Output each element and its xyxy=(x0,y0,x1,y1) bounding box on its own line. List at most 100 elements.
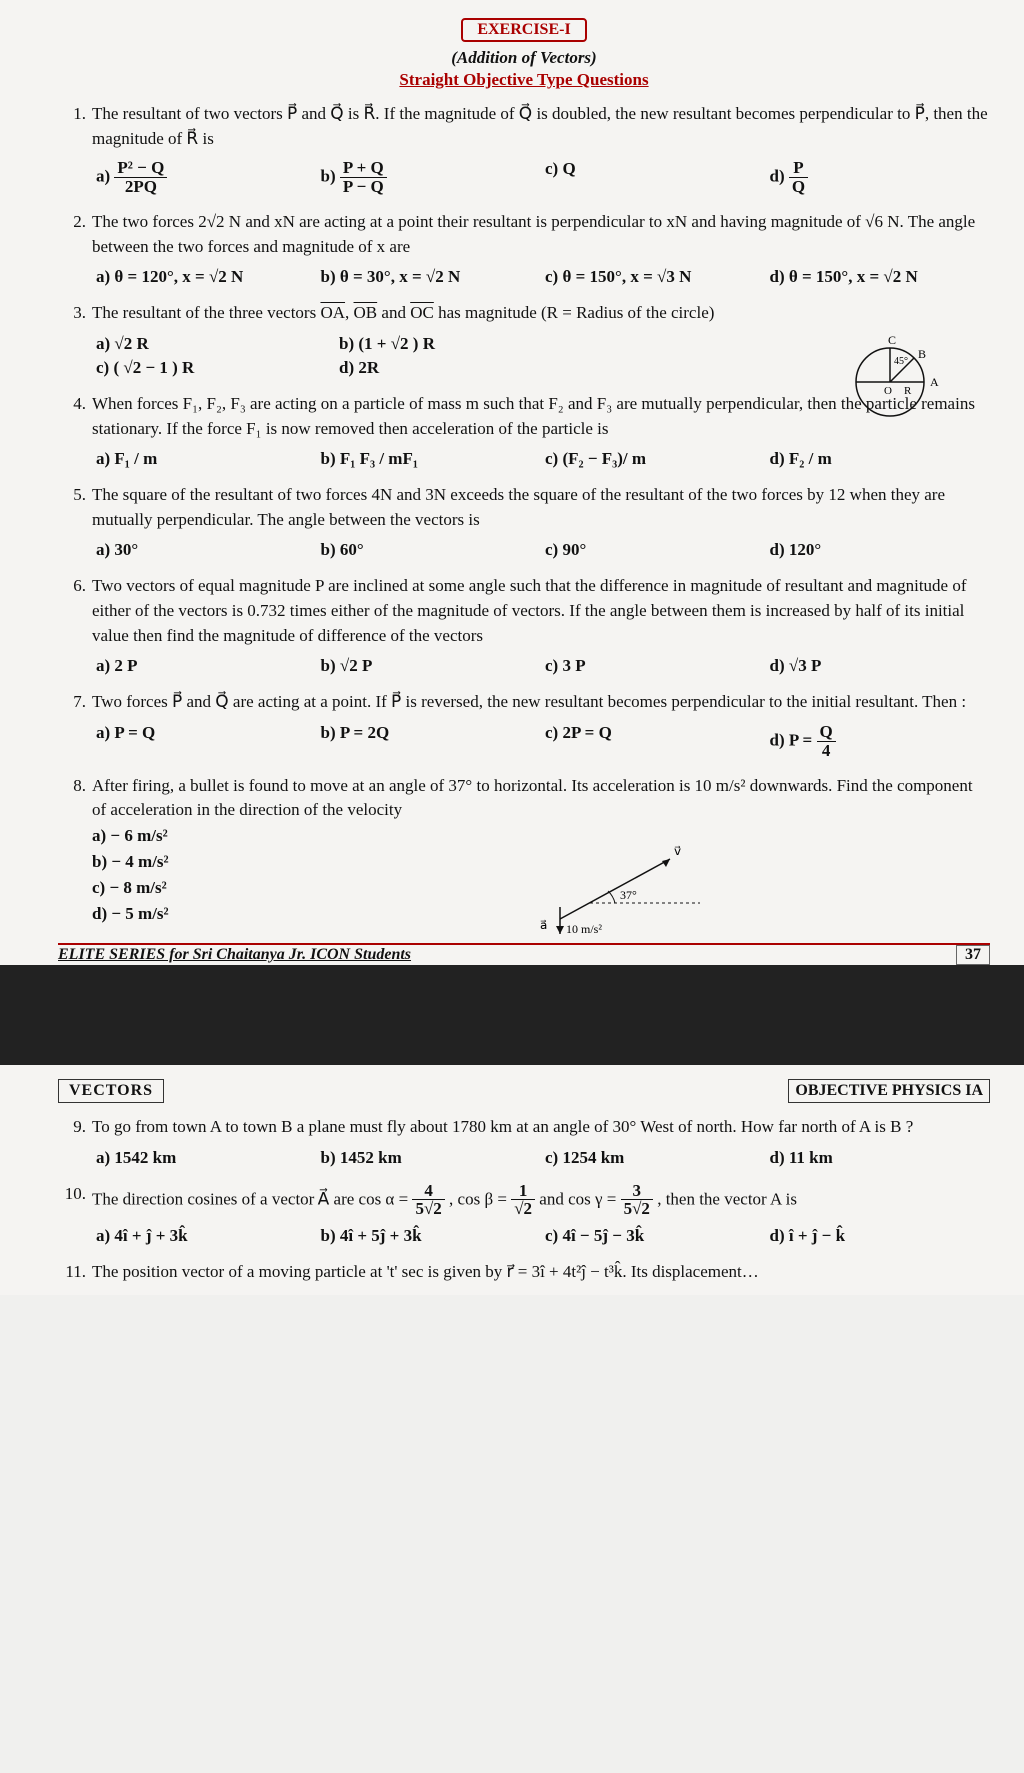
q8-options: a) − 6 m/s² b) − 4 m/s² c) − 8 m/s² d) −… xyxy=(58,823,358,927)
q10-opt-a: a) 4î + ĵ + 3k̂ xyxy=(92,1224,317,1248)
q3-body: a) √2 R b) (1 + √2 ) R c) ( √2 − 1 ) R d… xyxy=(58,332,990,380)
q6-opt-b: b) √2 P xyxy=(317,654,542,678)
q3-opt-b: b) (1 + √2 ) R xyxy=(335,332,578,356)
q8-diagram: 37° a⃗ 10 m/s² v⃗ xyxy=(530,829,790,939)
q2-opt-c: c) θ = 150°, x = √3 N xyxy=(541,265,766,289)
q10-f1d: 5√2 xyxy=(412,1200,444,1218)
question-10: 10. The direction cosines of a vector A⃗… xyxy=(58,1182,990,1219)
page2-header: VECTORS OBJECTIVE PHYSICS IA xyxy=(58,1079,990,1103)
q8-body: a) − 6 m/s² b) − 4 m/s² c) − 8 m/s² d) −… xyxy=(58,823,990,927)
question-5: 5. The square of the resultant of two fo… xyxy=(58,483,990,532)
exam-page: EXERCISE-I (Addition of Vectors) Straigh… xyxy=(0,0,1024,1295)
q8-opt-b: b) − 4 m/s² xyxy=(58,849,358,875)
q10-opt-b: b) 4î + 5ĵ + 3k̂ xyxy=(317,1224,542,1248)
q10-text-post: , then the vector A is xyxy=(657,1189,797,1208)
q6-options: a) 2 P b) √2 P c) 3 P d) √3 P xyxy=(58,654,990,678)
q7-d-den: 4 xyxy=(817,742,836,760)
q3-label-a: A xyxy=(930,375,939,389)
question-6: 6. Two vectors of equal magnitude P are … xyxy=(58,574,990,648)
q3-label-angle: 45° xyxy=(894,356,908,367)
q4-number: 4. xyxy=(58,392,86,417)
subtitle-red: Straight Objective Type Questions xyxy=(58,70,990,90)
q8-number: 8. xyxy=(58,774,86,799)
q3-ob: OB xyxy=(354,303,378,322)
q3-opt-c: c) ( √2 − 1 ) R xyxy=(92,356,335,380)
q1-opt-c: c) Q xyxy=(541,157,766,198)
footer-left: ELITE SERIES for Sri Chaitanya Jr. ICON … xyxy=(58,946,411,964)
header-block: EXERCISE-I (Addition of Vectors) Straigh… xyxy=(58,18,990,90)
vectors-box: VECTORS xyxy=(58,1079,164,1103)
question-2: 2. The two forces 2√2 N and xN are actin… xyxy=(58,210,990,259)
q5-opt-c: c) 90° xyxy=(541,538,766,562)
q4-text: When forces F₁, F₂, F₃ are acting on a p… xyxy=(92,394,975,438)
q3-options: a) √2 R b) (1 + √2 ) R c) ( √2 − 1 ) R d… xyxy=(58,332,578,380)
q6-number: 6. xyxy=(58,574,86,599)
q3-oa: OA xyxy=(320,303,345,322)
q1-number: 1. xyxy=(58,102,86,127)
q10-mid2: and cos γ = xyxy=(539,1189,620,1208)
question-8: 8. After firing, a bullet is found to mo… xyxy=(58,774,990,823)
q5-opt-a: a) 30° xyxy=(92,538,317,562)
q3-label-b: B xyxy=(918,347,926,361)
q5-text: The square of the resultant of two force… xyxy=(92,485,945,529)
q1-opt-d-pre: d) xyxy=(770,167,789,186)
q3-number: 3. xyxy=(58,301,86,326)
q8-a-val: 10 m/s² xyxy=(566,922,602,936)
q2-options: a) θ = 120°, x = √2 N b) θ = 30°, x = √2… xyxy=(58,265,990,289)
q2-number: 2. xyxy=(58,210,86,235)
q10-f3n: 3 xyxy=(621,1182,653,1201)
q2-text: The two forces 2√2 N and xN are acting a… xyxy=(92,212,975,256)
q10-f2n: 1 xyxy=(511,1182,535,1201)
q1-text: The resultant of two vectors P⃗ and Q⃗ i… xyxy=(92,104,988,148)
q3-opt-a: a) √2 R xyxy=(92,332,335,356)
q4-opt-a: a) F₁ / m xyxy=(92,447,317,471)
q3-opt-d: d) 2R xyxy=(335,356,578,380)
q4-options: a) F₁ / m b) F₁ F₃ / mF₁ c) (F₂ − F₃)/ m… xyxy=(58,447,990,471)
q1-opt-a: a) P² − Q2PQ xyxy=(92,157,317,198)
q1-b-den: P − Q xyxy=(340,178,387,196)
q9-number: 9. xyxy=(58,1115,86,1140)
q1-a-num: P² − Q xyxy=(114,159,167,178)
q5-opt-b: b) 60° xyxy=(317,538,542,562)
question-1: 1. The resultant of two vectors P⃗ and Q… xyxy=(58,102,990,151)
q1-opt-b-pre: b) xyxy=(321,167,340,186)
q8-opt-a: a) − 6 m/s² xyxy=(58,823,358,849)
q1-opt-a-pre: a) xyxy=(96,167,114,186)
q9-opt-a: a) 1542 km xyxy=(92,1146,317,1170)
q7-opt-a: a) P = Q xyxy=(92,721,317,762)
q7-d-pre: d) P = xyxy=(770,730,817,749)
question-3: 3. The resultant of the three vectors OA… xyxy=(58,301,990,326)
q11-number: 11. xyxy=(58,1260,86,1285)
exercise-label: EXERCISE-I xyxy=(461,18,586,42)
q8-opt-d: d) − 5 m/s² xyxy=(58,901,358,927)
question-9: 9. To go from town A to town B a plane m… xyxy=(58,1115,990,1140)
q3-text-post: has magnitude (R = Radius of the circle) xyxy=(438,303,714,322)
q3-oc: OC xyxy=(410,303,434,322)
q5-options: a) 30° b) 60° c) 90° d) 120° xyxy=(58,538,990,562)
question-4: 4. When forces F₁, F₂, F₃ are acting on … xyxy=(58,392,990,441)
question-11: 11. The position vector of a moving part… xyxy=(58,1260,990,1285)
q4-opt-d: d) F₂ / m xyxy=(766,447,991,471)
q7-options: a) P = Q b) P = 2Q c) 2P = Q d) P = Q4 xyxy=(58,721,990,762)
objective-physics-box: OBJECTIVE PHYSICS IA xyxy=(788,1079,990,1103)
q8-v-label: v⃗ xyxy=(674,844,681,858)
page-number: 37 xyxy=(956,945,990,965)
q6-text: Two vectors of equal magnitude P are inc… xyxy=(92,576,967,644)
q9-opt-d: d) 11 km xyxy=(766,1146,991,1170)
q1-opt-d: d) PQ xyxy=(766,157,991,198)
q10-f3d: 5√2 xyxy=(621,1200,653,1218)
q1-opt-b: b) P + QP − Q xyxy=(317,157,542,198)
q9-text: To go from town A to town B a plane must… xyxy=(92,1117,913,1136)
q1-a-den: 2PQ xyxy=(114,178,167,196)
q9-opt-b: b) 1452 km xyxy=(317,1146,542,1170)
q2-opt-d: d) θ = 150°, x = √2 N xyxy=(766,265,991,289)
q8-opt-c: c) − 8 m/s² xyxy=(58,875,358,901)
q1-d-den: Q xyxy=(789,178,808,196)
question-7: 7. Two forces P⃗ and Q⃗ are acting at a … xyxy=(58,690,990,715)
q10-f1n: 4 xyxy=(412,1182,444,1201)
q10-f2d: √2 xyxy=(511,1200,535,1218)
q7-text: Two forces P⃗ and Q⃗ are acting at a poi… xyxy=(92,692,966,711)
q1-options: a) P² − Q2PQ b) P + QP − Q c) Q d) PQ xyxy=(58,157,990,198)
q7-number: 7. xyxy=(58,690,86,715)
q2-opt-a: a) θ = 120°, x = √2 N xyxy=(92,265,317,289)
